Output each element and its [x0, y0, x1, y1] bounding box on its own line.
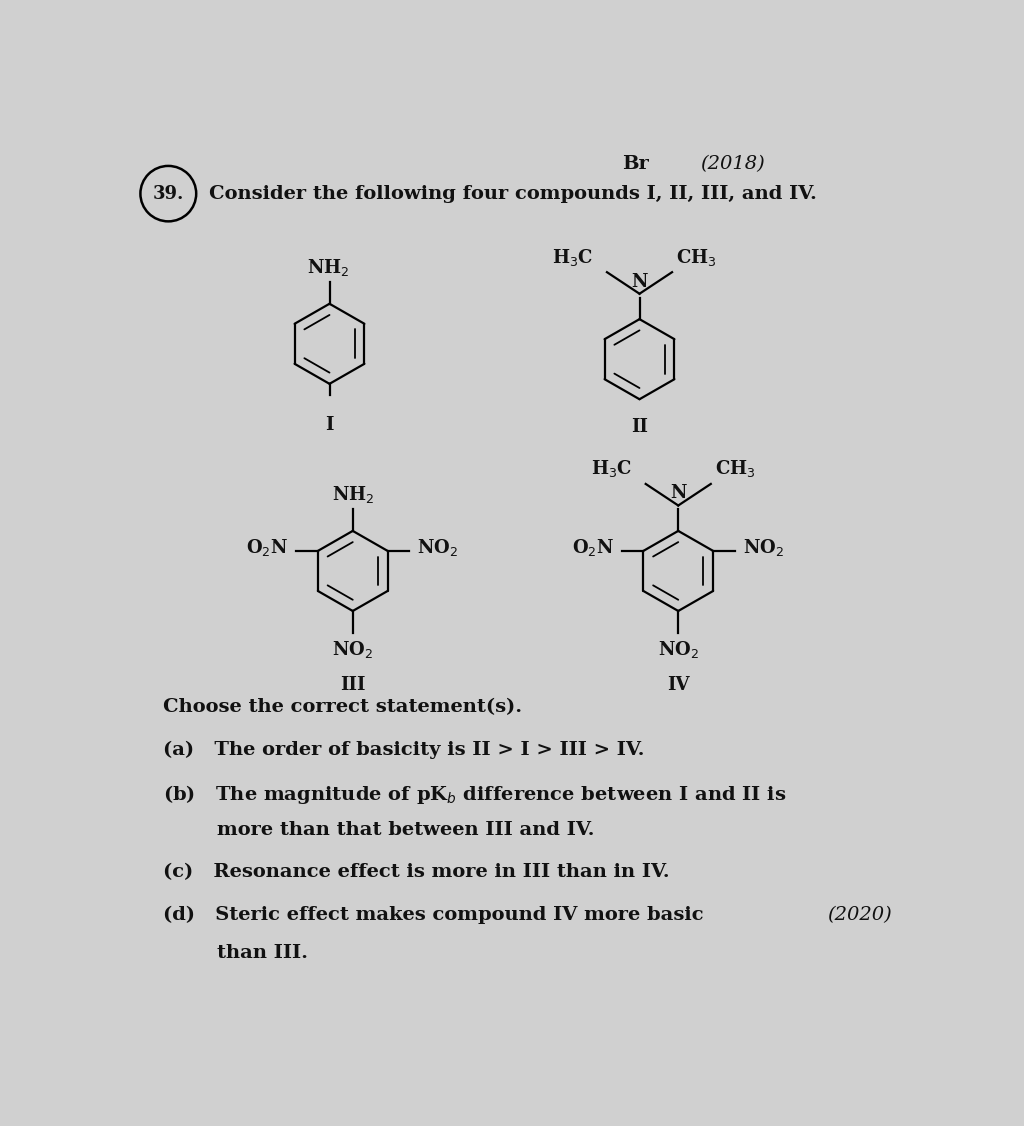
Text: (b)   The magnitude of pK$_b$ difference between I and II is: (b) The magnitude of pK$_b$ difference b… [163, 783, 786, 806]
Text: Br: Br [623, 155, 649, 173]
Text: H$_3$C: H$_3$C [552, 247, 593, 268]
Text: NH$_2$: NH$_2$ [332, 484, 374, 504]
Text: H$_3$C: H$_3$C [591, 458, 632, 480]
Text: (2018): (2018) [700, 155, 765, 173]
Text: (2020): (2020) [826, 906, 891, 924]
Text: NO$_2$: NO$_2$ [417, 537, 458, 558]
Text: I: I [326, 417, 334, 435]
Text: NO$_2$: NO$_2$ [332, 638, 374, 660]
Text: NH$_2$: NH$_2$ [307, 257, 349, 278]
Text: CH$_3$: CH$_3$ [715, 458, 755, 480]
Text: CH$_3$: CH$_3$ [676, 247, 717, 268]
Text: O$_2$N: O$_2$N [247, 537, 289, 558]
Text: (d)   Steric effect makes compound IV more basic: (d) Steric effect makes compound IV more… [163, 906, 703, 924]
Text: IV: IV [667, 677, 689, 695]
Text: N: N [670, 484, 686, 502]
Text: III: III [340, 677, 366, 695]
Text: NO$_2$: NO$_2$ [742, 537, 783, 558]
Text: more than that between III and IV.: more than that between III and IV. [163, 821, 594, 839]
Text: Choose the correct statement(s).: Choose the correct statement(s). [163, 698, 522, 716]
Text: O$_2$N: O$_2$N [571, 537, 614, 558]
Text: NO$_2$: NO$_2$ [657, 638, 698, 660]
Text: Consider the following four compounds I, II, III, and IV.: Consider the following four compounds I,… [209, 185, 817, 203]
Text: (a)   The order of basicity is II > I > III > IV.: (a) The order of basicity is II > I > II… [163, 740, 644, 759]
Text: (c)   Resonance effect is more in III than in IV.: (c) Resonance effect is more in III than… [163, 864, 670, 882]
Text: II: II [631, 419, 648, 437]
Text: N: N [631, 272, 648, 291]
Text: than III.: than III. [163, 945, 308, 963]
Text: 39.: 39. [153, 185, 184, 203]
